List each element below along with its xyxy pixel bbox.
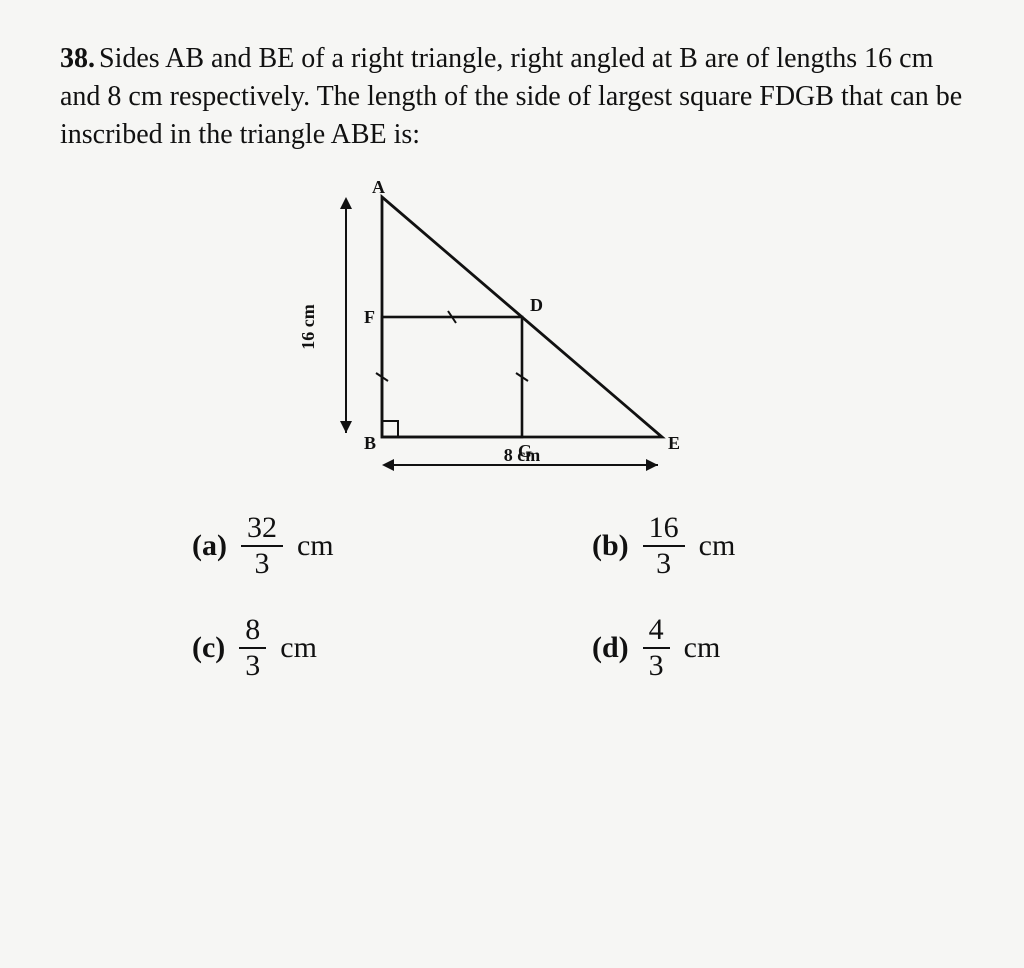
option-d-fraction: 4 3 [643, 615, 670, 681]
triangle-diagram: 16 cm 16 cm 8 cm A B E F D G [302, 177, 722, 477]
dimension-label-16cm: 16 cm [302, 305, 318, 350]
option-c-fraction: 8 3 [239, 615, 266, 681]
options-row-2: (c) 8 3 cm (d) 4 3 cm [192, 615, 832, 681]
option-c-numerator: 8 [239, 615, 266, 649]
options-block: (a) 32 3 cm (b) 16 3 cm (c) 8 [192, 513, 832, 681]
question-text: Sides AB and BE of a right triangle, rig… [60, 43, 962, 150]
right-angle-marker [382, 421, 398, 437]
page-content: 38. Sides AB and BE of a right triangle,… [0, 0, 1024, 968]
option-c-denominator: 3 [239, 649, 266, 681]
option-a-denominator: 3 [248, 547, 275, 579]
option-c-label: (c) [192, 630, 225, 666]
option-c-unit: cm [280, 630, 317, 666]
question-block: 38. Sides AB and BE of a right triangle,… [60, 40, 964, 153]
option-a-fraction: 32 3 [241, 513, 283, 579]
option-b-unit: cm [699, 528, 736, 564]
vertex-label-a: A [372, 177, 385, 197]
vertex-label-b: B [364, 433, 376, 453]
vertex-label-e: E [668, 433, 680, 453]
options-row-1: (a) 32 3 cm (b) 16 3 cm [192, 513, 832, 579]
option-d-unit: cm [684, 630, 721, 666]
option-d-numerator: 4 [643, 615, 670, 649]
vertex-label-f: F [364, 307, 375, 327]
option-d-denominator: 3 [643, 649, 670, 681]
option-a-label: (a) [192, 528, 227, 564]
option-a-unit: cm [297, 528, 334, 564]
option-b-numerator: 16 [643, 513, 685, 547]
option-b: (b) 16 3 cm [592, 513, 832, 579]
vertex-label-g: G [518, 441, 532, 461]
option-b-fraction: 16 3 [643, 513, 685, 579]
figure-block: 16 cm 16 cm 8 cm A B E F D G [60, 177, 964, 477]
option-c: (c) 8 3 cm [192, 615, 432, 681]
vertex-label-d: D [530, 295, 543, 315]
option-a: (a) 32 3 cm [192, 513, 432, 579]
question-number: 38. [60, 43, 95, 74]
option-b-label: (b) [592, 528, 629, 564]
option-d: (d) 4 3 cm [592, 615, 832, 681]
option-d-label: (d) [592, 630, 629, 666]
square-fdgb [382, 317, 522, 437]
option-a-numerator: 32 [241, 513, 283, 547]
option-b-denominator: 3 [650, 547, 677, 579]
